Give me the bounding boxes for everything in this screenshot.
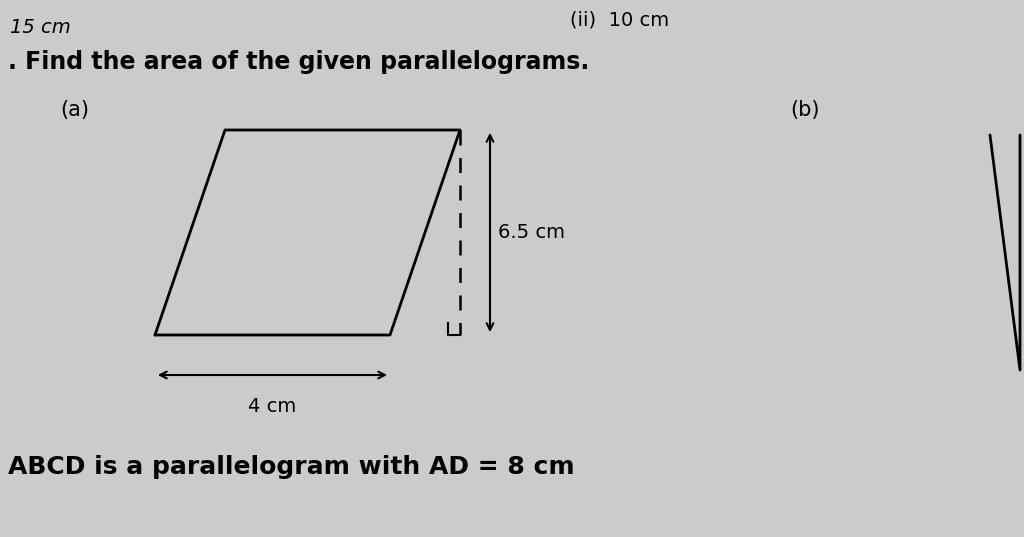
Text: 4 cm: 4 cm	[249, 397, 297, 416]
Text: ABCD is a parallelogram with AD = 8 cm: ABCD is a parallelogram with AD = 8 cm	[8, 455, 574, 479]
Text: (a): (a)	[60, 100, 89, 120]
Text: 15 cm: 15 cm	[10, 18, 71, 37]
Text: (b): (b)	[790, 100, 819, 120]
Text: 6.5 cm: 6.5 cm	[498, 223, 565, 242]
Text: (ii)  10 cm: (ii) 10 cm	[570, 10, 669, 29]
Text: . Find the area of the given parallelograms.: . Find the area of the given parallelogr…	[8, 50, 589, 74]
